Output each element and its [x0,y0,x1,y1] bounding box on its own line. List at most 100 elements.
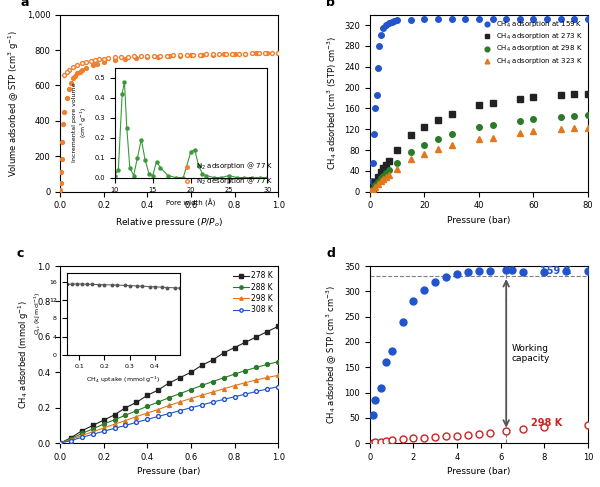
308 K [166,411,173,416]
N$_2$ adsorption @ 77 K [58,156,65,162]
CH$_4$ adsorption at 298 K [434,136,442,142]
288 K [89,426,97,432]
278 K [187,370,194,375]
N$_2$ adsorption @ 77 K [74,71,81,76]
N$_2$ adsorption @ 77 K [58,169,65,175]
308 K [242,391,249,397]
298 K [122,417,129,423]
CH$_4$ adsorption at 159 K [368,185,375,190]
288 K [275,359,282,365]
CH$_4$ adsorption at 273 K [557,93,565,98]
288 K [133,408,140,413]
CH$_4$ adsorption at 323 K [516,130,523,136]
N$_2$ adsorption @ 77 K [187,53,194,58]
Y-axis label: Volume adsorbed @ STP (cm$^3$ g$^{-1}$): Volume adsorbed @ STP (cm$^3$ g$^{-1}$) [7,30,21,177]
N$_2$ adsorption @ 77 K [242,51,249,56]
288 K [198,382,205,388]
298 K [187,395,194,401]
CH$_4$ adsorption at 159 K [368,178,376,184]
Y-axis label: CH$_4$ adsorbed @ STP (cm$^3$ cm$^{-3}$): CH$_4$ adsorbed @ STP (cm$^3$ cm$^{-3}$) [325,285,338,424]
CH$_4$ adsorption at 298 K [368,187,375,193]
278 K [242,339,249,345]
CH$_4$ adsorption at 159 K [516,16,523,22]
288 K [100,421,107,427]
CH$_4$ adsorption at 298 K [385,168,392,173]
308 K [78,434,85,440]
CH$_4$ adsorption at 323 K [383,174,390,180]
CH$_4$ adsorption at 323 K [489,134,496,140]
278 K [166,380,173,386]
298 K [242,380,249,386]
N$_2$ adsorption @ 77 K [65,86,73,92]
N$_2$ desorption @ 77 K [242,51,249,56]
CH$_4$ adsorption at 298 K [377,175,385,181]
CH$_4$ adsorption at 159 K [461,17,469,22]
N$_2$ desorption @ 77 K [131,54,138,59]
CH$_4$ adsorption at 298 K [530,116,537,122]
CH$_4$ adsorption at 159 K [380,25,387,31]
CH$_4$ adsorption at 298 K [448,131,455,137]
N$_2$ desorption @ 77 K [83,59,90,65]
Line: CH$_4$ adsorption at 298 K: CH$_4$ adsorption at 298 K [367,112,591,194]
N$_2$ adsorption @ 77 K [111,57,118,63]
N$_2$ adsorption @ 77 K [166,53,173,59]
CH$_4$ adsorption at 159 K [544,16,551,22]
CH$_4$ adsorption at 159 K [571,16,578,22]
CH$_4$ adsorption at 323 K [385,171,392,177]
CH$_4$ adsorption at 159 K [434,17,442,22]
N$_2$ desorption @ 77 K [137,53,145,59]
N$_2$ adsorption @ 77 K [155,54,162,60]
CH$_4$ adsorption at 159 K [421,17,428,22]
308 K [89,431,97,437]
278 K [209,357,217,363]
N$_2$ desorption @ 77 K [209,51,217,57]
N$_2$ adsorption @ 77 K [89,62,97,68]
N$_2$ adsorption @ 77 K [94,61,101,67]
CH$_4$ adsorption at 273 K [374,174,382,180]
288 K [155,399,162,405]
N$_2$ desorption @ 77 K [118,54,125,60]
CH$_4$ adsorption at 298 K [557,114,565,120]
308 K [209,399,217,405]
298 K [56,440,64,446]
288 K [176,391,184,396]
X-axis label: Pressure (bar): Pressure (bar) [447,468,511,476]
Text: d: d [326,247,335,260]
CH$_4$ adsorption at 273 K [475,102,482,108]
298 K [111,421,118,427]
N$_2$ adsorption @ 77 K [275,50,282,56]
Text: c: c [16,247,24,260]
CH$_4$ adsorption at 159 K [373,93,380,98]
298 K [176,399,184,405]
CH$_4$ adsorption at 159 K [369,160,376,166]
CH$_4$ adsorption at 273 K [584,91,592,97]
N$_2$ adsorption @ 77 K [71,73,79,78]
278 K [56,440,64,446]
278 K [67,435,74,441]
Line: 298 K: 298 K [58,374,280,445]
N$_2$ desorption @ 77 K [163,53,170,58]
CH$_4$ adsorption at 323 K [369,187,376,192]
X-axis label: Pressure (bar): Pressure (bar) [447,216,511,225]
308 K [231,394,238,400]
CH$_4$ adsorption at 159 K [376,43,383,49]
308 K [155,413,162,419]
CH$_4$ adsorption at 273 K [489,100,496,106]
CH$_4$ adsorption at 323 K [394,166,401,172]
N$_2$ desorption @ 77 K [104,55,112,61]
288 K [242,368,249,374]
N$_2$ desorption @ 77 K [170,53,177,58]
308 K [67,438,74,444]
N$_2$ desorption @ 77 K [235,51,242,56]
Line: CH$_4$ adsorption at 159 K: CH$_4$ adsorption at 159 K [367,16,591,194]
298 K [143,410,151,416]
308 K [220,396,227,402]
CH$_4$ adsorption at 298 K [475,124,482,130]
278 K [133,399,140,405]
CH$_4$ adsorption at 323 K [557,126,565,132]
278 K [275,323,282,329]
N$_2$ adsorption @ 77 K [209,52,217,57]
CH$_4$ adsorption at 159 K [530,16,537,22]
N$_2$ desorption @ 77 K [111,55,118,60]
308 K [187,405,194,411]
